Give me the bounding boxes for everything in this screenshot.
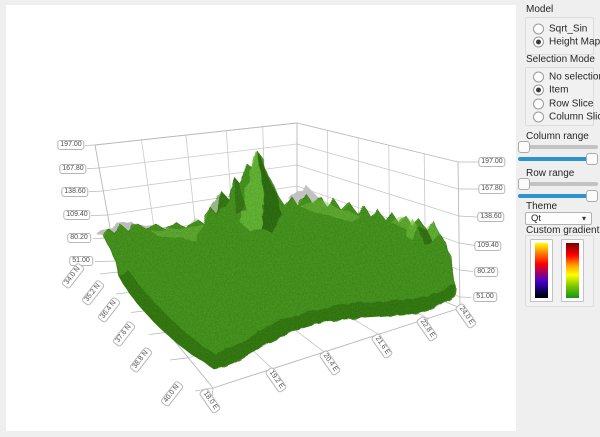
radio-item-circle[interactable] <box>533 84 544 96</box>
radio-row-slice-label: Row Slice <box>549 98 594 110</box>
radio-row-slice-circle[interactable] <box>533 98 544 110</box>
y-axis-label: 167.80 <box>478 184 506 194</box>
column-range-min-track[interactable] <box>518 145 598 149</box>
model-section-label: Model <box>526 4 554 15</box>
custom-gradient-groupbox <box>525 235 594 307</box>
row-range-min-slider[interactable] <box>518 178 598 190</box>
gradient-one-button[interactable] <box>530 239 553 302</box>
radio-item[interactable]: Item <box>533 84 569 96</box>
radio-no-selection[interactable]: No selection <box>533 71 600 83</box>
y-axis-label: 80.20 <box>474 267 498 277</box>
custom-gradient-label: Custom gradient <box>526 225 600 236</box>
row-range-min-handle[interactable] <box>518 178 530 190</box>
radio-row-slice[interactable]: Row Slice <box>533 98 594 110</box>
radio-height-map-circle[interactable] <box>533 36 544 48</box>
y-axis-label: 80.20 <box>67 233 91 243</box>
model-groupbox: Sqrt_Sin Height Map <box>525 17 600 55</box>
y-axis-label: 167.80 <box>59 164 87 174</box>
radio-column-slice-circle[interactable] <box>533 111 544 123</box>
radio-item-label: Item <box>549 84 569 96</box>
radio-height-map-label: Height Map <box>549 36 600 48</box>
radio-column-slice[interactable]: Column Slice <box>533 111 600 123</box>
column-range-max-track[interactable] <box>518 157 598 161</box>
row-range-max-slider[interactable] <box>518 190 598 202</box>
surface-3d-viewport[interactable]: 197.00 167.80 138.60 109.40 80.20 51.00 … <box>6 5 516 431</box>
y-axis-label: 51.00 <box>473 292 497 302</box>
row-range-max-handle[interactable] <box>586 190 598 202</box>
radio-sqrt-sin[interactable]: Sqrt_Sin <box>533 23 588 35</box>
y-axis-label: 197.00 <box>478 157 506 167</box>
gradient-two-button[interactable] <box>561 239 584 302</box>
control-panel: Model Sqrt_Sin Height Map Selection Mode… <box>516 0 600 437</box>
theme-select-value: Qt <box>531 213 542 224</box>
column-range-min-handle[interactable] <box>518 141 530 153</box>
chevron-down-icon: ▾ <box>581 214 586 223</box>
radio-no-selection-circle[interactable] <box>533 71 544 83</box>
radio-height-map[interactable]: Height Map <box>533 36 600 48</box>
selection-mode-section-label: Selection Mode <box>526 54 595 65</box>
radio-no-selection-label: No selection <box>549 71 600 83</box>
radio-column-slice-label: Column Slice <box>549 111 600 123</box>
row-range-label: Row range <box>526 168 575 179</box>
gradient-one-swatch <box>535 243 548 298</box>
column-range-max-handle[interactable] <box>586 153 598 165</box>
theme-select[interactable]: Qt ▾ <box>525 212 592 225</box>
surface-3d-scene <box>84 122 478 399</box>
y-axis-label: 197.00 <box>57 140 85 150</box>
y-axis-label: 109.40 <box>474 241 502 251</box>
y-axis-label: 109.40 <box>63 210 91 220</box>
row-range-min-track[interactable] <box>518 182 598 186</box>
y-axis-label: 138.60 <box>61 187 89 197</box>
gradient-two-swatch <box>566 243 579 298</box>
y-axis-label: 138.60 <box>477 212 505 222</box>
column-range-max-slider[interactable] <box>518 153 598 165</box>
radio-sqrt-sin-label: Sqrt_Sin <box>549 23 588 35</box>
row-range-max-track[interactable] <box>518 194 598 198</box>
column-range-min-slider[interactable] <box>518 141 598 153</box>
column-range-label: Column range <box>526 131 589 142</box>
radio-sqrt-sin-circle[interactable] <box>533 23 544 35</box>
theme-label: Theme <box>526 201 558 212</box>
selection-mode-groupbox: No selection Item Row Slice Column Slice <box>525 67 600 126</box>
